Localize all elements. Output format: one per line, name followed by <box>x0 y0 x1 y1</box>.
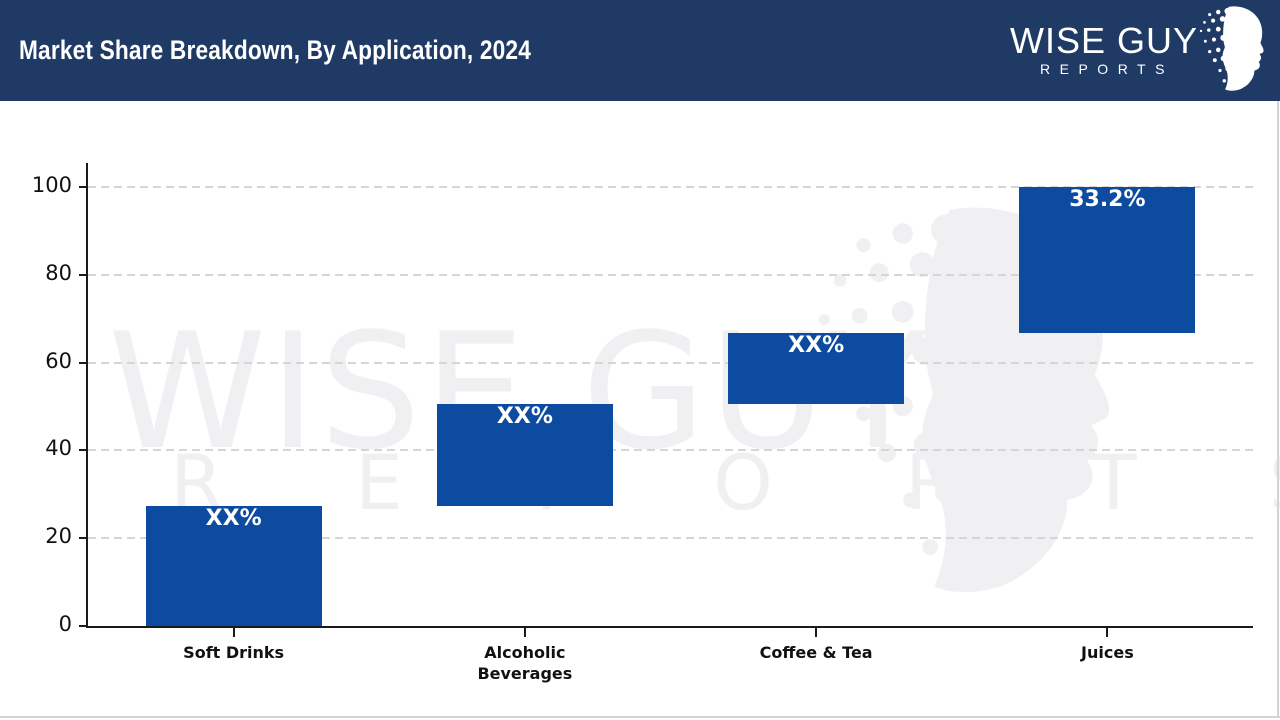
watermark-text-secondary: R E P O R T S <box>170 438 1280 527</box>
x-tick <box>523 628 526 637</box>
brand-name: WISE GUY <box>1009 19 1198 61</box>
x-tick <box>232 628 235 637</box>
gridline <box>88 273 1253 276</box>
y-tick <box>79 449 86 452</box>
header-bar: Market Share Breakdown, By Application, … <box>0 0 1280 101</box>
brand-subname: REPORTS <box>1040 60 1174 77</box>
y-tick-label: 40 <box>45 436 72 461</box>
x-category-label: Juices <box>957 642 1257 663</box>
page-border-bottom <box>0 716 1280 718</box>
bar-juices <box>1019 187 1196 333</box>
y-tick <box>79 537 86 540</box>
y-tick-label: 0 <box>58 612 72 636</box>
x-category-label-line: Juices <box>1081 643 1134 662</box>
y-axis-line <box>86 163 88 628</box>
gridline <box>88 449 1253 452</box>
y-tick <box>79 625 86 627</box>
gridline <box>88 186 1253 188</box>
brand-wordmark: WISE GUY REPORTS <box>1009 19 1198 77</box>
x-category-label: Soft Drinks <box>84 642 384 663</box>
x-category-label-line: Soft Drinks <box>183 643 285 662</box>
bar-value-label: XX% <box>205 505 262 531</box>
y-tick <box>79 186 86 188</box>
bar-value-label: XX% <box>496 403 553 429</box>
y-tick-label: 60 <box>45 348 72 373</box>
bar-alcoholic-beverages <box>436 403 613 506</box>
x-tick <box>1106 628 1109 637</box>
y-tick <box>79 361 86 364</box>
x-category-label: Coffee & Tea <box>666 642 966 663</box>
y-tick-label: 20 <box>45 524 72 549</box>
x-category-label-line: Coffee & Tea <box>759 643 873 662</box>
bar-value-label: XX% <box>788 332 845 358</box>
x-axis-line <box>86 626 1253 628</box>
y-tick-label: 80 <box>45 260 72 285</box>
page-border-right <box>1277 101 1279 718</box>
x-category-label: Alcoholic Beverages <box>375 642 675 684</box>
x-tick <box>815 628 818 637</box>
bar-coffee-tea <box>728 332 905 404</box>
brand-logo: WISE GUY REPORTS <box>1010 6 1270 92</box>
gridline <box>88 537 1253 540</box>
chart-title: Market Share Breakdown, By Application, … <box>19 35 531 65</box>
gridline <box>88 361 1253 364</box>
x-category-label-line: Beverages <box>477 664 573 683</box>
x-category-label-line: Alcoholic <box>484 643 566 662</box>
bar-soft-drinks <box>145 505 322 626</box>
bar-value-label: 33.2% <box>1069 187 1146 212</box>
y-tick <box>79 273 86 276</box>
y-tick-label: 100 <box>31 173 72 197</box>
